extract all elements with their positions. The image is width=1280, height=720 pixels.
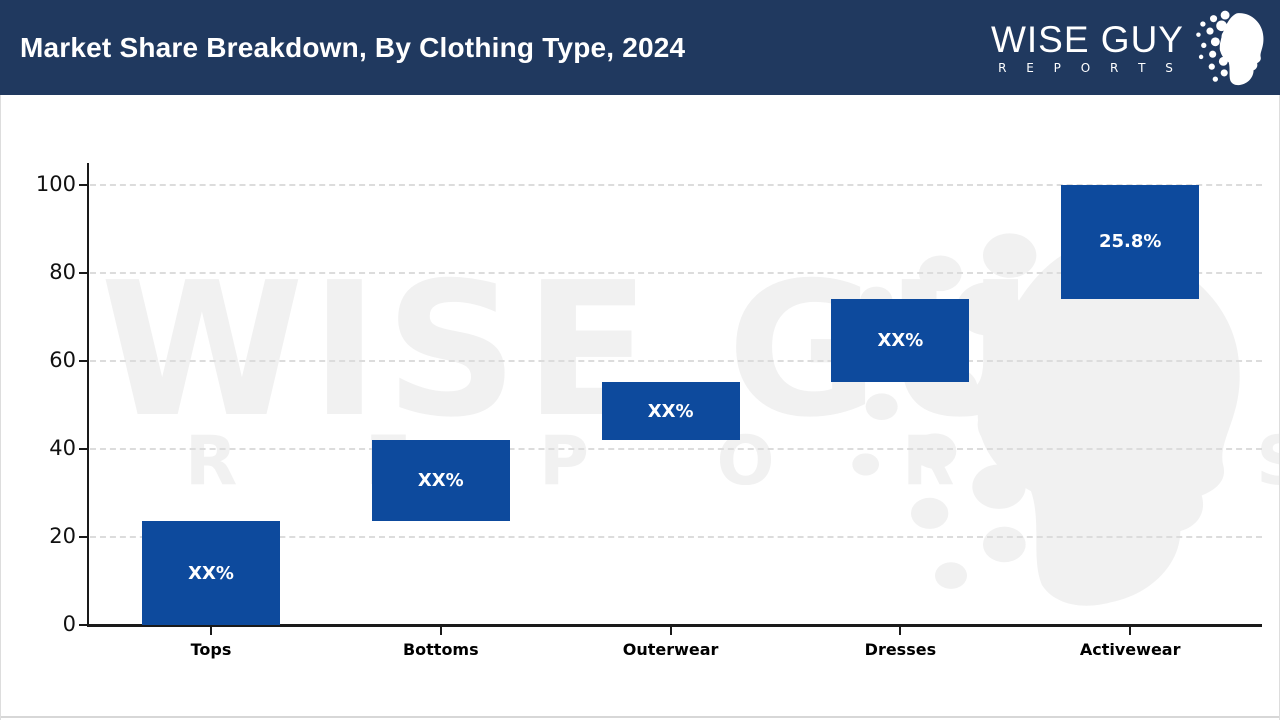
- y-tick-mark-100: [79, 184, 88, 186]
- x-tick-mark-bottoms: [439, 627, 442, 635]
- x-tick-mark-activewear: [1129, 627, 1132, 635]
- page-title: Market Share Breakdown, By Clothing Type…: [20, 31, 686, 63]
- gridline-20: [90, 536, 1262, 538]
- logo-subtitle: R E P O R T S: [998, 60, 1181, 75]
- x-axis-line: [87, 624, 1262, 627]
- gridline-100: [90, 184, 1262, 186]
- gridline-40: [90, 448, 1262, 450]
- gridline-80: [90, 272, 1262, 274]
- wise-guy-logo: WISE GUY R E P O R T S: [991, 7, 1266, 89]
- wise-guy-face-icon: [1196, 10, 1264, 85]
- bar-value-label-bottoms: XX%: [417, 470, 464, 492]
- y-axis-line: [87, 163, 89, 626]
- y-tick-mark-60: [79, 360, 88, 362]
- y-tick-mark-0: [79, 624, 88, 626]
- y-tick-label-60: 60: [49, 348, 76, 372]
- x-category-label-activewear: Activewear: [1079, 640, 1181, 659]
- bottom-border-line: [0, 716, 1280, 718]
- y-tick-label-0: 0: [62, 612, 76, 636]
- bar-activewear: 25.8%: [1061, 185, 1200, 299]
- gridline-60: [90, 360, 1262, 362]
- x-category-label-outerwear: Outerwear: [622, 640, 719, 659]
- bar-value-label-activewear: 25.8%: [1098, 231, 1162, 253]
- bar-tops: XX%: [142, 521, 280, 625]
- y-tick-mark-40: [79, 448, 88, 450]
- bar-value-label-tops: XX%: [188, 562, 234, 584]
- header: Market Share Breakdown, By Clothing Type…: [0, 0, 1280, 95]
- bar-outerwear: XX%: [601, 382, 740, 441]
- bar-dresses: XX%: [831, 298, 970, 383]
- y-tick-label-80: 80: [49, 260, 76, 284]
- y-tick-mark-80: [79, 272, 88, 274]
- y-tick-label-100: 100: [35, 172, 76, 196]
- x-tick-mark-dresses: [899, 627, 902, 635]
- bar-value-label-outerwear: XX%: [647, 400, 694, 422]
- y-tick-label-20: 20: [49, 524, 76, 548]
- x-tick-mark-tops: [210, 627, 212, 635]
- x-category-label-dresses: Dresses: [864, 640, 937, 659]
- x-tick-mark-outerwear: [669, 627, 672, 635]
- bar-value-label-dresses: XX%: [877, 329, 924, 351]
- x-category-label-tops: Tops: [190, 640, 232, 659]
- x-category-label-bottoms: Bottoms: [402, 640, 479, 659]
- bar-bottoms: XX%: [371, 440, 510, 522]
- logo-text: WISE GUY R E P O R T S: [991, 21, 1184, 75]
- left-border-line: [0, 95, 1, 720]
- y-tick-label-40: 40: [49, 436, 76, 460]
- y-tick-mark-20: [79, 536, 88, 538]
- logo-wordmark: WISE GUY: [990, 18, 1184, 60]
